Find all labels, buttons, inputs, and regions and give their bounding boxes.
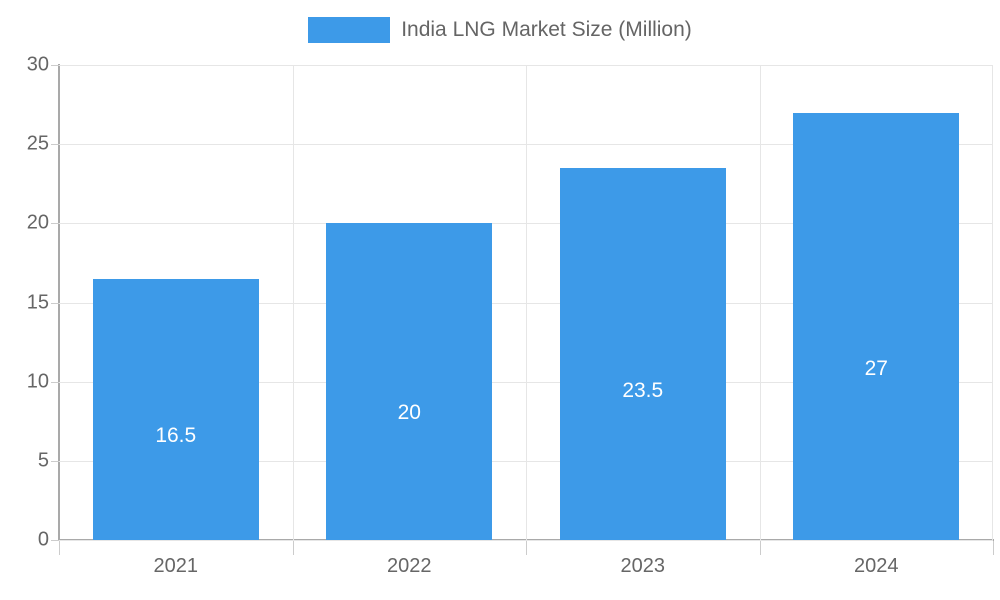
chart-legend: India LNG Market Size (Million) [0, 10, 1000, 50]
y-axis-tick-label: 10 [26, 370, 49, 393]
x-axis-tick-label: 2021 [153, 555, 199, 577]
bar-value-label: 16.5 [155, 423, 197, 447]
x-axis-tick-mark [292, 541, 294, 555]
bar-value-label: 27 [864, 357, 888, 380]
plot-area: 16.5 20 23.5 27 [51, 65, 993, 541]
y-axis-tick-mark [51, 223, 59, 225]
y-axis-tick-mark [51, 302, 59, 304]
gridline-vertical [526, 65, 527, 540]
bar[interactable] [326, 223, 493, 540]
gridline-horizontal [59, 540, 993, 541]
bar-value-label: 20 [397, 401, 421, 425]
bar-value-label: 23.5 [622, 379, 664, 403]
x-axis-tick-mark [759, 541, 761, 555]
x-axis-tick-mark [59, 541, 60, 555]
x-axis-tick-label: 2022 [387, 555, 432, 577]
y-axis-tick-label: 30 [26, 53, 49, 76]
gridline-vertical [760, 65, 761, 540]
bar[interactable] [559, 167, 726, 540]
legend-item-india-lng-market-size[interactable]: India LNG Market Size (Million) [308, 17, 692, 43]
gridline-vertical [293, 65, 294, 540]
y-axis-tick-mark [51, 460, 59, 462]
bar[interactable] [92, 278, 259, 540]
y-axis-tick-mark [51, 381, 59, 383]
legend-color-swatch-icon [308, 17, 391, 43]
x-axis-tick-label: 2024 [854, 555, 899, 577]
y-axis-tick-label: 15 [26, 291, 49, 313]
y-axis-tick-mark [51, 65, 59, 66]
y-axis-tick-mark [51, 144, 59, 146]
y-axis-tick-label: 25 [26, 132, 49, 155]
x-axis-tick-mark [526, 541, 527, 555]
bar[interactable] [793, 112, 960, 540]
y-axis-tick-mark [51, 540, 59, 541]
plot-right-border [992, 65, 993, 540]
x-axis-tick-mark [993, 541, 994, 555]
legend-label: India LNG Market Size (Million) [401, 18, 692, 41]
y-axis-tick-label: 0 [37, 528, 49, 551]
x-axis-tick-label: 2023 [620, 555, 666, 577]
y-axis-tick-label: 5 [37, 449, 49, 472]
y-axis-tick-label: 20 [26, 211, 49, 234]
